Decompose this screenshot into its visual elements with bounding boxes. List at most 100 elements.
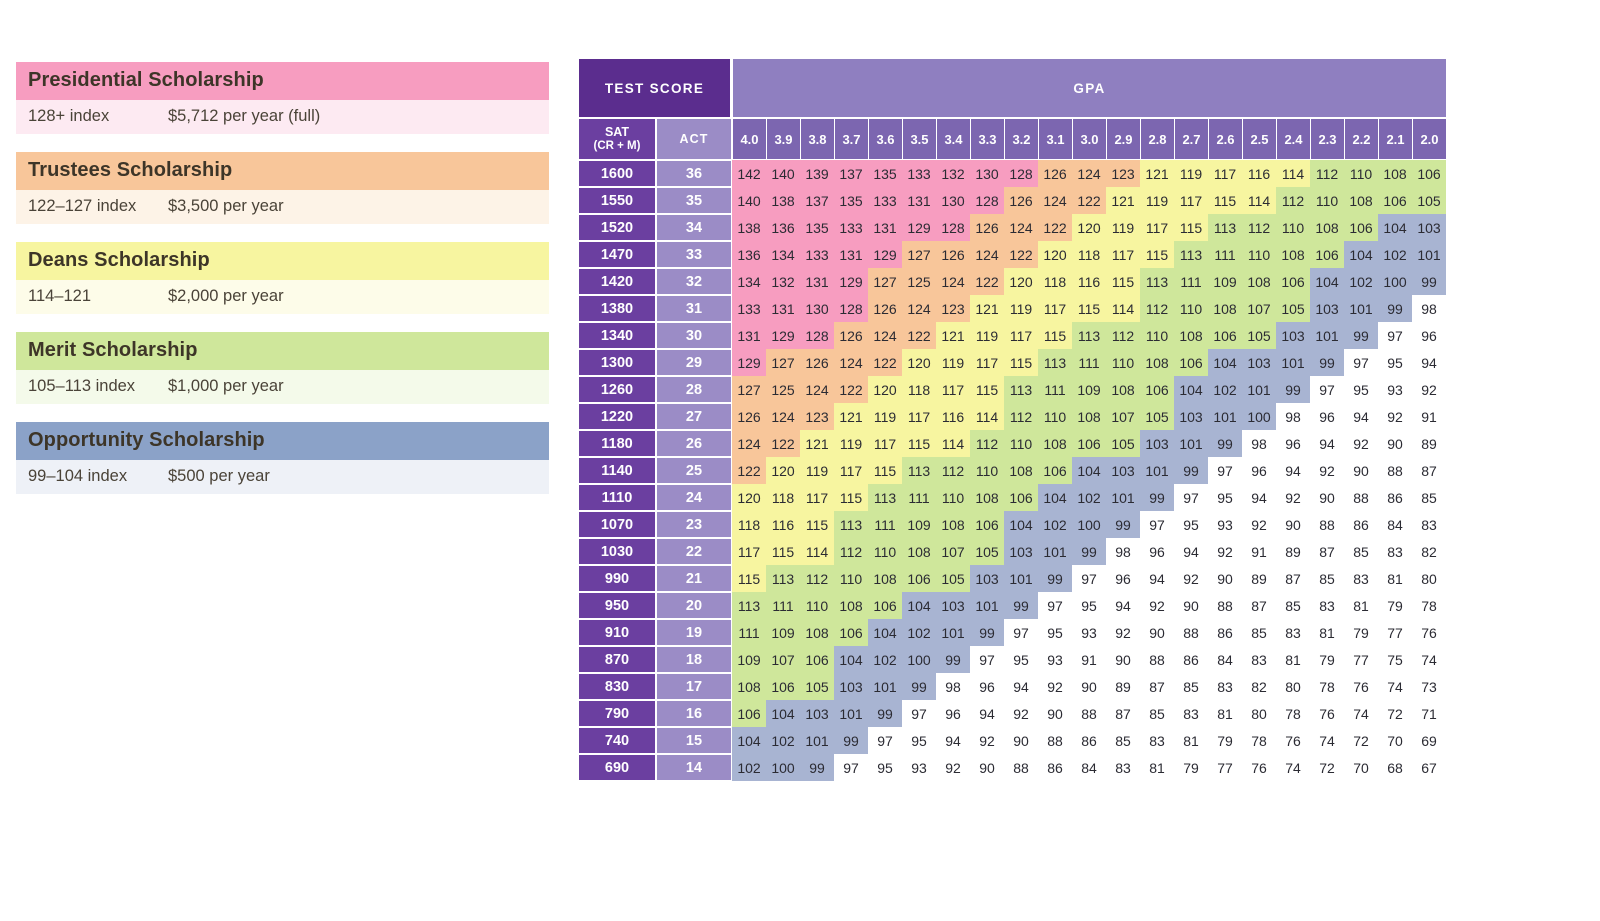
- index-value-cell: 103: [1310, 295, 1344, 322]
- index-value-cell: 113: [834, 511, 868, 538]
- index-value-cell: 90: [1004, 727, 1038, 754]
- sat-score-cell: 1520: [578, 214, 656, 241]
- index-value-cell: 105: [1242, 322, 1276, 349]
- index-value-cell: 92: [1140, 592, 1174, 619]
- index-value-cell: 98: [936, 673, 970, 700]
- index-value-cell: 91: [1072, 646, 1106, 673]
- index-value-cell: 123: [800, 403, 834, 430]
- index-value-cell: 76: [1310, 700, 1344, 727]
- index-value-cell: 106: [1208, 322, 1242, 349]
- index-value-cell: 111: [1072, 349, 1106, 376]
- table-row: 1260 28 127 125 124 122 120 118 117 115 113 111 109 1…: [578, 376, 1446, 403]
- index-value-cell: 81: [1276, 646, 1310, 673]
- sat-score-cell: 910: [578, 619, 656, 646]
- index-value-cell: 92: [1344, 430, 1378, 457]
- index-value-cell: 71: [1412, 700, 1446, 727]
- index-value-cell: 135: [834, 187, 868, 214]
- index-value-cell: 121: [800, 430, 834, 457]
- act-score-cell: 16: [656, 700, 732, 727]
- index-value-cell: 123: [1106, 160, 1140, 187]
- sat-score-cell: 790: [578, 700, 656, 727]
- index-value-cell: 87: [1242, 592, 1276, 619]
- sat-score-cell: 990: [578, 565, 656, 592]
- index-value-cell: 126: [868, 295, 902, 322]
- index-value-cell: 74: [1310, 727, 1344, 754]
- gpa-column-header: 3.3: [970, 118, 1004, 160]
- index-value-cell: 125: [766, 376, 800, 403]
- index-value-cell: 120: [1038, 241, 1072, 268]
- index-value-cell: 76: [1276, 727, 1310, 754]
- index-value-cell: 95: [1378, 349, 1412, 376]
- index-value-cell: 120: [868, 376, 902, 403]
- index-value-cell: 104: [868, 619, 902, 646]
- index-value-cell: 94: [970, 700, 1004, 727]
- legend-award-amount: $5,712 per year (full): [168, 107, 321, 125]
- index-value-cell: 102: [902, 619, 936, 646]
- index-value-cell: 118: [766, 484, 800, 511]
- index-value-cell: 78: [1310, 673, 1344, 700]
- table-row: 1420 32 134 132 131 129 127 125 124 122 120 118 116 1…: [578, 268, 1446, 295]
- header-row-columns: SAT (CR + M) ACT 4.0 3.9 3.8 3.7 3.6 3.5 3.4 3.…: [578, 118, 1446, 160]
- index-value-cell: 94: [1412, 349, 1446, 376]
- table-body: 1600 36 142 140 139 137 135 133 132 130 128 126 124 1…: [578, 160, 1446, 781]
- index-value-cell: 115: [902, 430, 936, 457]
- index-value-cell: 119: [1174, 160, 1208, 187]
- index-value-cell: 128: [800, 322, 834, 349]
- index-value-cell: 100: [766, 754, 800, 781]
- index-value-cell: 95: [1344, 376, 1378, 403]
- index-value-cell: 95: [1174, 511, 1208, 538]
- index-value-cell: 90: [1310, 484, 1344, 511]
- index-value-cell: 110: [1344, 160, 1378, 187]
- index-value-cell: 102: [1072, 484, 1106, 511]
- index-value-cell: 99: [868, 700, 902, 727]
- index-value-cell: 137: [800, 187, 834, 214]
- index-value-cell: 100: [1072, 511, 1106, 538]
- index-value-cell: 126: [834, 322, 868, 349]
- legend-award-amount: $2,000 per year: [168, 287, 284, 305]
- index-value-cell: 102: [1344, 268, 1378, 295]
- index-value-cell: 101: [1106, 484, 1140, 511]
- index-value-cell: 108: [970, 484, 1004, 511]
- index-value-cell: 116: [1072, 268, 1106, 295]
- index-value-cell: 104: [766, 700, 800, 727]
- sat-score-cell: 1420: [578, 268, 656, 295]
- index-value-cell: 115: [1106, 268, 1140, 295]
- act-score-cell: 27: [656, 403, 732, 430]
- index-value-cell: 108: [1378, 160, 1412, 187]
- table-row: 690 14 102 100 99 97 95 93 92 90 88 86 84 83 81 79 77 76 7…: [578, 754, 1446, 781]
- index-value-cell: 130: [936, 187, 970, 214]
- table-row: 1110 24 120 118 117 115 113 111 110 108 106 104 102 1…: [578, 484, 1446, 511]
- table-row: 1380 31 133 131 130 128 126 124 123 121 119 117 115 1…: [578, 295, 1446, 322]
- act-score-cell: 23: [656, 511, 732, 538]
- index-value-cell: 112: [1276, 187, 1310, 214]
- index-value-cell: 90: [1072, 673, 1106, 700]
- index-value-cell: 103: [834, 673, 868, 700]
- index-value-cell: 122: [1038, 214, 1072, 241]
- index-value-cell: 108: [1310, 214, 1344, 241]
- index-value-cell: 92: [970, 727, 1004, 754]
- legend-title: Merit Scholarship: [16, 332, 549, 370]
- gpa-column-header: 2.4: [1276, 118, 1310, 160]
- table-row: 910 19 111 109 108 106 104 102 101 99 97 95 93 92 90 88…: [578, 619, 1446, 646]
- index-value-cell: 103: [1242, 349, 1276, 376]
- gpa-column-header: 2.1: [1378, 118, 1412, 160]
- index-value-cell: 113: [1072, 322, 1106, 349]
- index-value-cell: 100: [1378, 268, 1412, 295]
- index-value-cell: 103: [936, 592, 970, 619]
- index-value-cell: 79: [1310, 646, 1344, 673]
- test-score-header: TEST SCORE: [578, 58, 732, 118]
- index-value-cell: 129: [834, 268, 868, 295]
- index-value-cell: 124: [902, 295, 936, 322]
- index-value-cell: 119: [1004, 295, 1038, 322]
- table-row: 1340 30 131 129 128 126 124 122 121 119 117 115 113 1…: [578, 322, 1446, 349]
- sat-score-cell: 830: [578, 673, 656, 700]
- index-value-cell: 122: [1004, 241, 1038, 268]
- index-value-cell: 106: [1174, 349, 1208, 376]
- index-value-cell: 106: [868, 592, 902, 619]
- index-value-cell: 88: [1140, 646, 1174, 673]
- index-value-cell: 120: [1004, 268, 1038, 295]
- index-value-cell: 99: [970, 619, 1004, 646]
- index-value-cell: 105: [970, 538, 1004, 565]
- sat-score-cell: 1600: [578, 160, 656, 187]
- table-row: 830 17 108 106 105 103 101 99 98 96 94 92 90 89 87 85 83…: [578, 673, 1446, 700]
